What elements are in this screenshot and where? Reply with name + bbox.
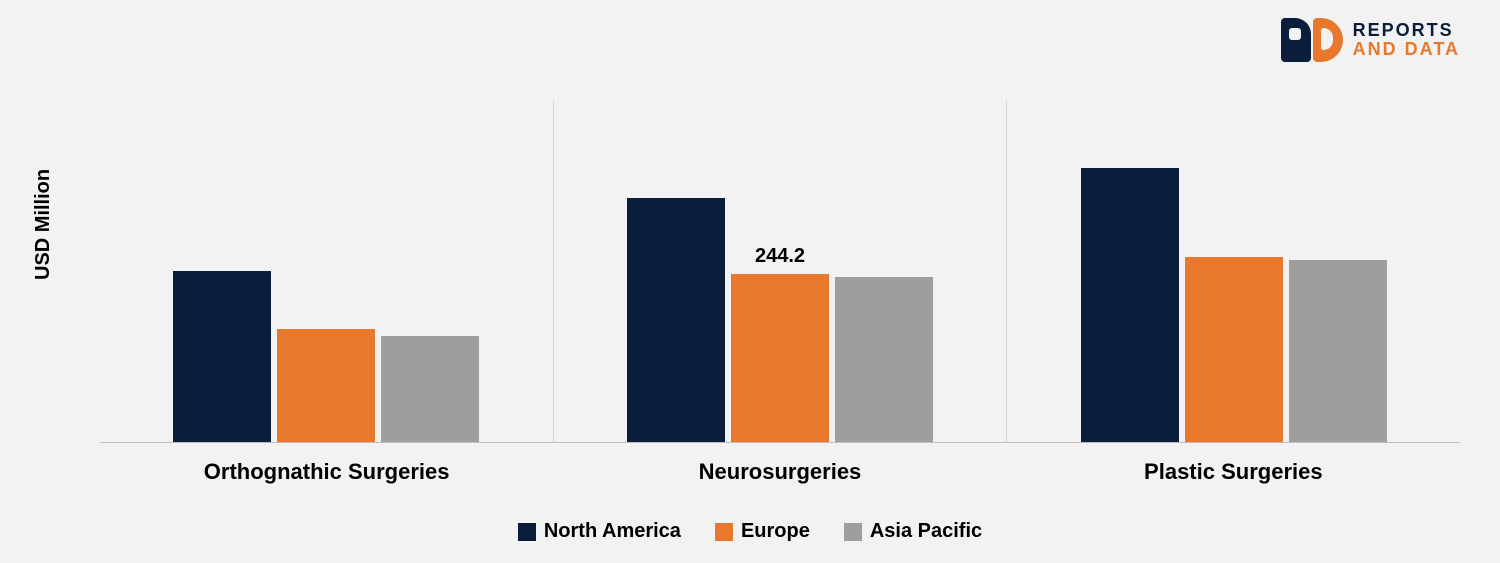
y-axis-label: USD Million bbox=[32, 169, 55, 280]
bar: 244.2 bbox=[731, 274, 829, 442]
legend-swatch bbox=[518, 523, 536, 541]
bar-group bbox=[100, 100, 553, 442]
bar bbox=[277, 329, 375, 442]
bar-data-label: 244.2 bbox=[755, 245, 805, 268]
chart-legend: North America Europe Asia Pacific bbox=[0, 520, 1500, 543]
bar bbox=[835, 277, 933, 442]
legend-item: North America bbox=[518, 520, 681, 543]
legend-swatch bbox=[715, 523, 733, 541]
brand-logo-text: REPORTS AND DATA bbox=[1353, 21, 1460, 59]
brand-logo-line1: REPORTS bbox=[1353, 21, 1460, 40]
chart-plot-area: 244.2 bbox=[100, 100, 1460, 443]
bar-group: 244.2 bbox=[553, 100, 1007, 442]
legend-swatch bbox=[844, 523, 862, 541]
bar bbox=[1081, 168, 1179, 442]
brand-logo-line2: AND DATA bbox=[1353, 40, 1460, 59]
bar-group bbox=[1006, 100, 1460, 442]
legend-item: Asia Pacific bbox=[844, 520, 982, 543]
legend-label: North America bbox=[544, 520, 681, 543]
bar bbox=[1289, 260, 1387, 442]
legend-label: Asia Pacific bbox=[870, 520, 982, 543]
x-axis-category-label: Orthognathic Surgeries bbox=[100, 459, 553, 485]
bar bbox=[1185, 257, 1283, 442]
x-axis-category-label: Neurosurgeries bbox=[553, 459, 1006, 485]
bar bbox=[173, 271, 271, 443]
legend-item: Europe bbox=[715, 520, 810, 543]
brand-logo-mark bbox=[1281, 18, 1343, 62]
x-axis-category-label: Plastic Surgeries bbox=[1007, 459, 1460, 485]
brand-logo: REPORTS AND DATA bbox=[1281, 18, 1460, 62]
bar bbox=[627, 198, 725, 442]
x-axis-labels: Orthognathic SurgeriesNeurosurgeriesPlas… bbox=[100, 459, 1460, 485]
bar bbox=[381, 336, 479, 442]
legend-label: Europe bbox=[741, 520, 810, 543]
